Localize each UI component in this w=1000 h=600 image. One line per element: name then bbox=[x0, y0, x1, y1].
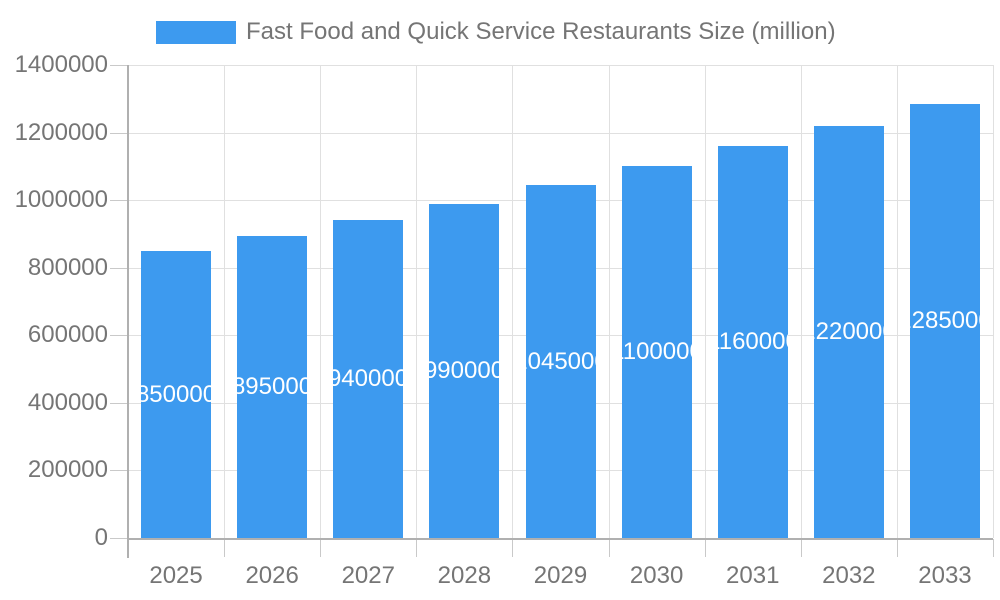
gridline-horizontal bbox=[128, 65, 993, 66]
gridline-vertical bbox=[897, 65, 898, 538]
y-axis-tick bbox=[110, 403, 128, 404]
y-axis-tick-label: 1400000 bbox=[14, 51, 108, 78]
bar-value-label: 1220000 bbox=[814, 318, 884, 345]
bar-value-label: 1100000 bbox=[622, 338, 692, 365]
y-axis-line bbox=[127, 65, 129, 558]
y-axis-tick-label: 1000000 bbox=[14, 186, 108, 214]
x-axis-category-label: 2031 bbox=[726, 562, 780, 589]
x-axis-tick bbox=[897, 539, 898, 557]
x-axis-category-label: 2026 bbox=[245, 562, 299, 589]
bar-2029[interactable]: 1045000 bbox=[526, 185, 596, 538]
bar-2028[interactable]: 990000 bbox=[429, 204, 499, 538]
bar-2030[interactable]: 1100000 bbox=[622, 166, 692, 538]
y-axis-tick bbox=[110, 200, 128, 201]
y-axis-tick bbox=[110, 470, 128, 471]
bar-2032[interactable]: 1220000 bbox=[814, 126, 884, 538]
bar-2033[interactable]: 1285000 bbox=[910, 104, 980, 538]
y-axis-tick-label: 600000 bbox=[27, 321, 108, 349]
y-axis-tick bbox=[110, 538, 128, 539]
bar-value-label: 1285000 bbox=[910, 307, 980, 334]
x-axis-category-label: 2029 bbox=[533, 562, 588, 589]
bar-value-label: 1160000 bbox=[718, 328, 788, 355]
legend-label: Fast Food and Quick Service Restaurants … bbox=[246, 18, 836, 45]
x-axis-tick bbox=[224, 539, 225, 557]
y-axis-tick-label: 400000 bbox=[27, 388, 108, 416]
bar-value-label: 990000 bbox=[429, 357, 499, 384]
x-axis-tick bbox=[705, 539, 706, 557]
gridline-vertical bbox=[801, 65, 802, 538]
bar-2025[interactable]: 850000 bbox=[141, 251, 211, 538]
x-axis-tick bbox=[416, 539, 417, 557]
y-axis-tick bbox=[110, 133, 128, 134]
bar-value-label: 895000 bbox=[237, 373, 307, 400]
x-axis-category-label: 2032 bbox=[822, 562, 876, 589]
y-axis-tick-label: 200000 bbox=[27, 456, 108, 484]
x-axis-tick bbox=[993, 539, 994, 557]
x-axis-tick bbox=[801, 539, 802, 557]
bar-2026[interactable]: 895000 bbox=[237, 236, 307, 538]
x-axis-tick bbox=[512, 539, 513, 557]
y-axis-tick-label: 1200000 bbox=[14, 118, 108, 146]
gridline-vertical bbox=[512, 65, 513, 538]
bar-2031[interactable]: 1160000 bbox=[718, 146, 788, 538]
bar-value-label: 1045000 bbox=[526, 347, 596, 375]
bar-2027[interactable]: 940000 bbox=[333, 220, 403, 538]
x-axis-tick bbox=[320, 539, 321, 557]
y-axis-tick bbox=[110, 65, 128, 66]
y-axis-tick bbox=[110, 268, 128, 269]
x-axis-category-label: 2027 bbox=[341, 562, 395, 589]
gridline-vertical bbox=[320, 65, 321, 538]
x-axis-category-label: 2030 bbox=[629, 562, 684, 589]
x-axis-category-label: 2028 bbox=[437, 562, 492, 589]
y-axis-tick-label: 800000 bbox=[27, 253, 108, 281]
bar-value-label: 940000 bbox=[333, 365, 403, 392]
gridline-horizontal bbox=[128, 133, 993, 134]
gridline-vertical bbox=[993, 65, 994, 538]
gridline-vertical bbox=[609, 65, 610, 538]
gridline-vertical bbox=[416, 65, 417, 538]
legend-swatch-icon bbox=[156, 20, 236, 44]
x-axis-tick bbox=[609, 539, 610, 557]
y-axis-tick bbox=[110, 335, 128, 336]
y-axis-tick-label: 0 bbox=[94, 524, 108, 551]
x-axis-category-label: 2033 bbox=[918, 562, 972, 589]
gridline-vertical bbox=[705, 65, 706, 538]
x-axis-category-label: 2025 bbox=[149, 562, 203, 589]
gridline-vertical bbox=[224, 65, 225, 538]
x-axis-line bbox=[127, 538, 993, 540]
bar-value-label: 850000 bbox=[141, 380, 211, 408]
legend[interactable]: Fast Food and Quick Service Restaurants … bbox=[156, 18, 836, 46]
